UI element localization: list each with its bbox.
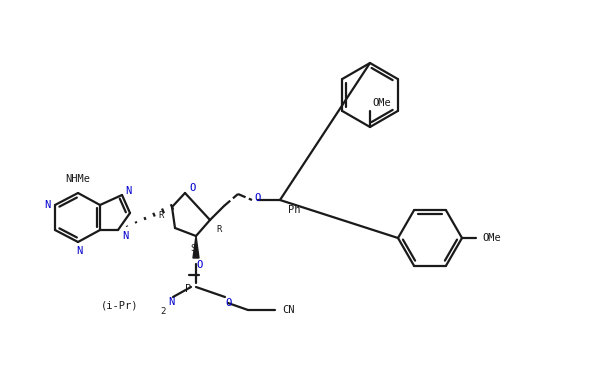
Text: OMe: OMe bbox=[373, 98, 392, 108]
Text: Ph: Ph bbox=[287, 205, 300, 215]
Text: N: N bbox=[125, 186, 131, 196]
Text: 2: 2 bbox=[160, 307, 166, 317]
Text: N: N bbox=[168, 297, 174, 307]
Text: (i-Pr): (i-Pr) bbox=[101, 300, 139, 310]
Text: O: O bbox=[255, 193, 261, 203]
Text: N: N bbox=[76, 246, 82, 256]
Text: O: O bbox=[197, 260, 203, 270]
Text: O: O bbox=[226, 298, 232, 308]
Text: S: S bbox=[190, 243, 195, 253]
Text: O: O bbox=[190, 183, 196, 193]
Text: OMe: OMe bbox=[482, 233, 501, 243]
Polygon shape bbox=[193, 236, 199, 258]
Text: CN: CN bbox=[283, 305, 295, 315]
Text: NHMe: NHMe bbox=[66, 174, 91, 184]
Text: N: N bbox=[122, 231, 128, 241]
Text: N: N bbox=[44, 200, 50, 210]
Text: R: R bbox=[158, 210, 164, 219]
Text: R: R bbox=[216, 224, 222, 234]
Text: P: P bbox=[185, 284, 191, 294]
